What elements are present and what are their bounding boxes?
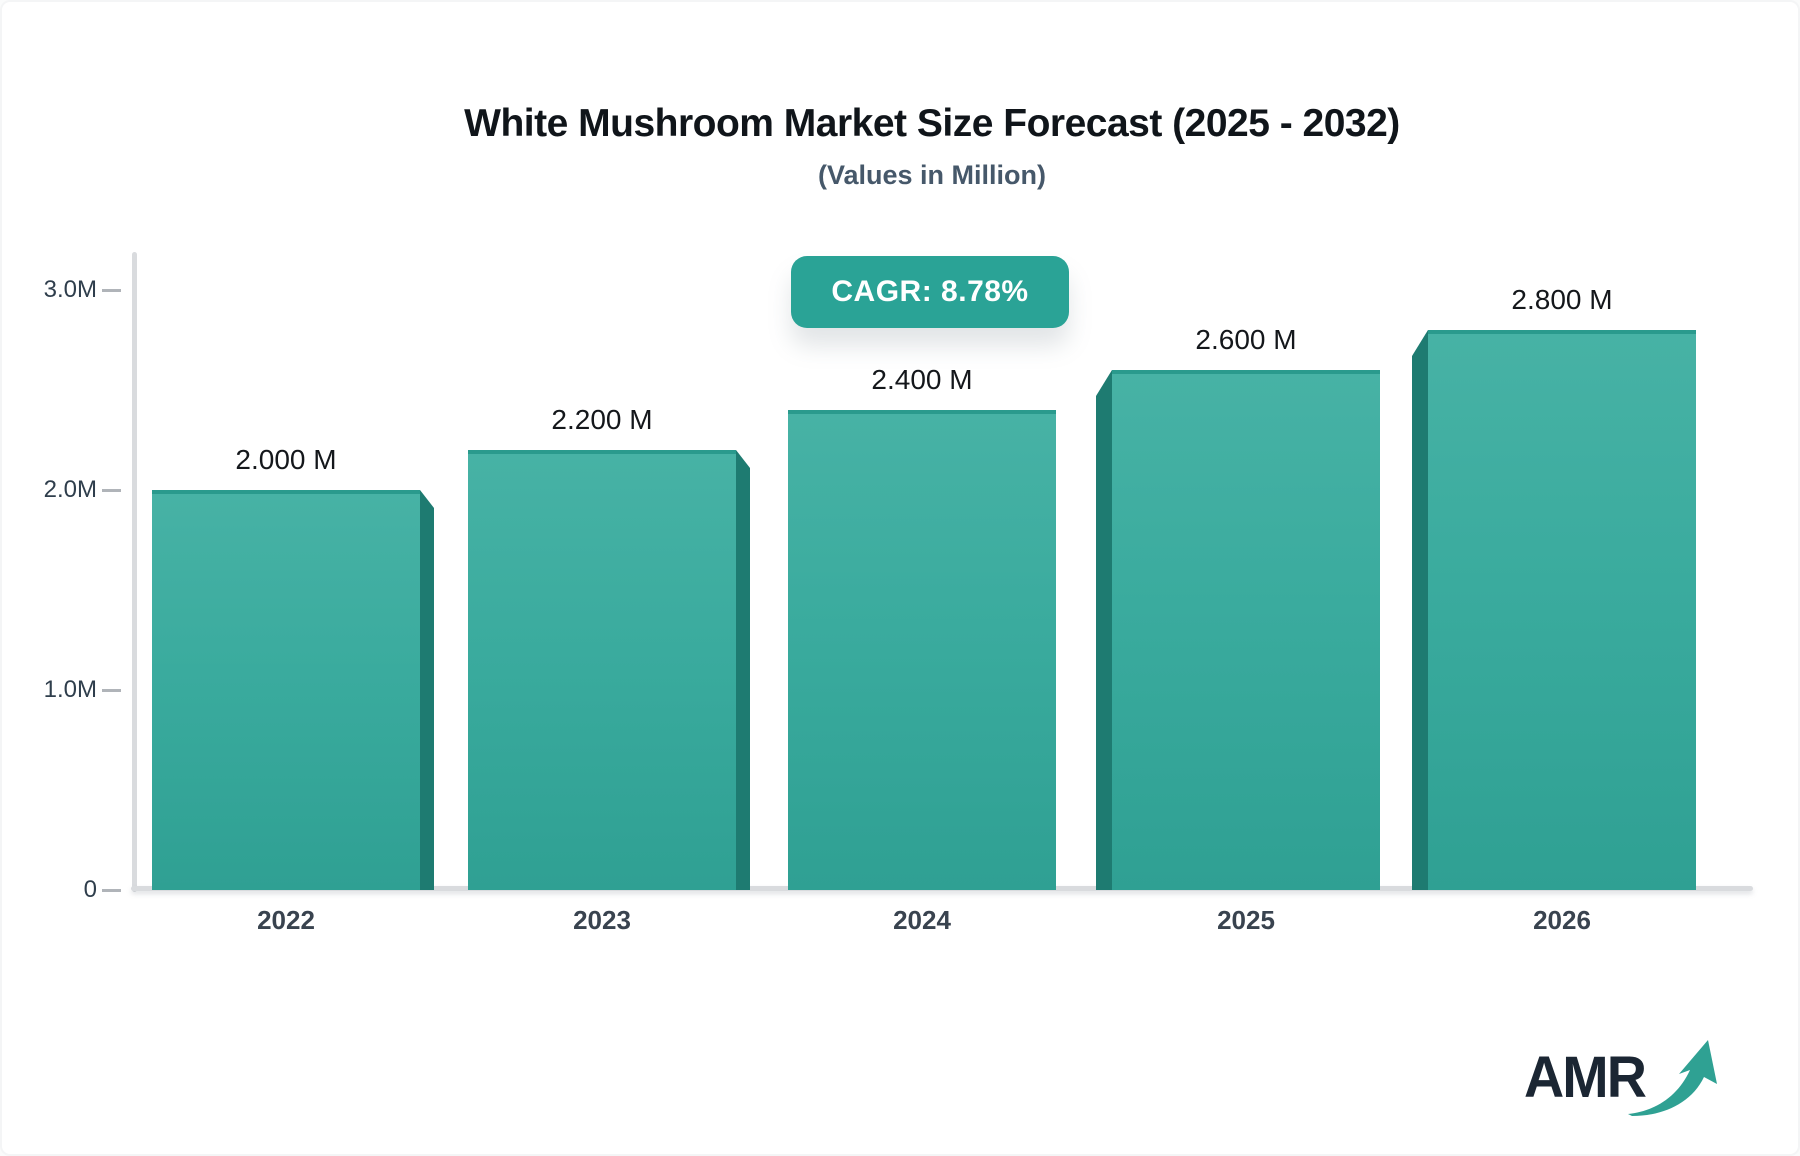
x-tick-label: 2025 [1217,905,1275,935]
bar-side-shadow [736,450,750,890]
x-tick-label: 2026 [1533,905,1591,935]
x-tick-label: 2024 [893,905,951,935]
cagr-badge-label: CAGR: 8.78% [831,275,1029,308]
bar [468,450,736,890]
y-tick-label: 1.0M [43,676,97,703]
bar [788,410,1056,890]
y-tick-label: 0 [83,876,97,903]
cagr-badge: CAGR: 8.78% [791,256,1069,328]
y-tick-dash [102,889,121,892]
chart-subtitle: (Values in Million) [817,160,1047,190]
y-tick-label: 2.0M [43,476,97,503]
y-tick-dash [102,289,121,292]
bar-value-label: 2.600 M [1195,324,1297,355]
amr-logo-text: AMR [1524,1045,1647,1110]
bar [152,490,420,890]
bar-value-label: 2.000 M [235,444,337,475]
x-tick-label: 2023 [573,905,631,935]
y-axis-line [132,252,137,892]
bar [1112,370,1380,890]
bar-value-label: 2.200 M [551,404,653,435]
y-tick-label: 3.0M [43,276,97,303]
bar-value-label: 2.400 M [871,364,973,395]
bar-side-shadow [420,490,434,890]
bar-side-shadow [1412,330,1428,890]
y-tick-dash [102,489,121,492]
growth-arrow-icon [1628,1040,1717,1116]
bar-value-label: 2.800 M [1511,284,1613,315]
amr-logo: AMR [1524,1038,1724,1128]
chart-title: White Mushroom Market Size Forecast (202… [464,102,1400,145]
bar [1428,330,1696,890]
x-tick-label: 2022 [257,905,315,935]
y-tick-dash [102,689,121,692]
bar-side-shadow [1096,370,1112,890]
